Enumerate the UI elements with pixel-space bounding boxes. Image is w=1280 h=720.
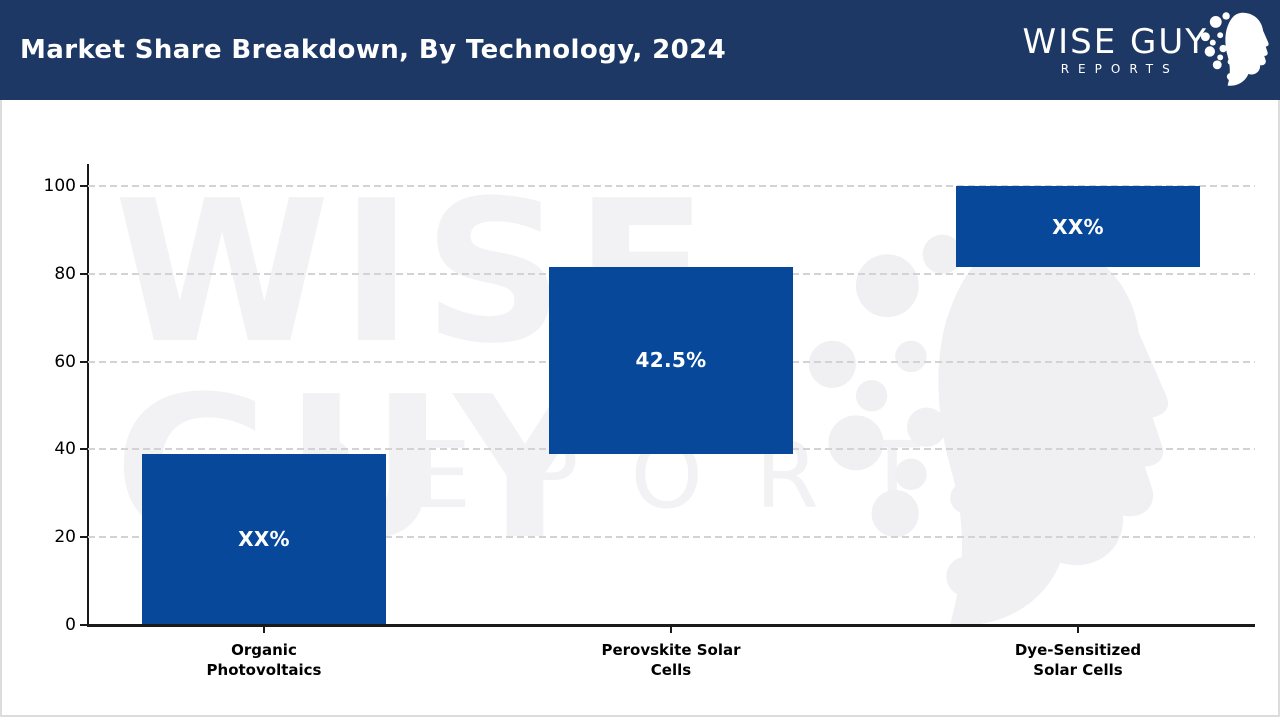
bar-value-label-2: 42.5% xyxy=(635,348,707,373)
y-tick-80 xyxy=(80,272,88,275)
x-tick-1 xyxy=(263,626,265,633)
y-axis-line xyxy=(87,164,89,626)
y-tick-20 xyxy=(80,536,88,539)
x-category-label-3: Dye-Sensitized Solar Cells xyxy=(1014,641,1142,680)
logo-head-icon xyxy=(1200,12,1269,86)
y-tick-label-80: 80 xyxy=(54,263,76,284)
y-tick-label-20: 20 xyxy=(54,527,76,548)
gridline-100 xyxy=(88,185,1255,187)
x-category-label-1: Organic Photovoltaics xyxy=(206,641,322,680)
logo-wordmark: WISE GUY REPORTS xyxy=(1022,25,1208,76)
y-tick-label-60: 60 xyxy=(54,351,76,372)
y-tick-0 xyxy=(80,624,88,626)
y-tick-label-40: 40 xyxy=(54,439,76,460)
bar-value-label-3: XX% xyxy=(1052,214,1104,239)
x-axis-line xyxy=(87,624,1255,627)
y-tick-label-0: 0 xyxy=(65,615,76,635)
y-tick-40 xyxy=(80,448,88,451)
bar-3: XX% xyxy=(956,186,1200,268)
y-tick-100 xyxy=(80,185,88,187)
bar-value-label-1: XX% xyxy=(238,527,290,552)
gridline-20 xyxy=(88,536,1255,539)
brand-logo: WISE GUY REPORTS xyxy=(1022,6,1272,94)
logo-wordmark-sub: REPORTS xyxy=(1060,61,1179,76)
page-title: Market Share Breakdown, By Technology, 2… xyxy=(20,35,727,65)
bar-2: 42.5% xyxy=(549,267,793,454)
bar-1: XX% xyxy=(142,453,386,625)
x-tick-2 xyxy=(670,626,672,633)
y-tick-label-100: 100 xyxy=(43,176,76,196)
y-tick-60 xyxy=(80,360,88,363)
x-tick-3 xyxy=(1077,626,1079,633)
logo-wordmark-main: WISE GUY xyxy=(1022,21,1208,62)
x-category-label-2: Perovskite Solar Cells xyxy=(601,641,741,680)
header: Market Share Breakdown, By Technology, 2… xyxy=(0,0,1280,100)
